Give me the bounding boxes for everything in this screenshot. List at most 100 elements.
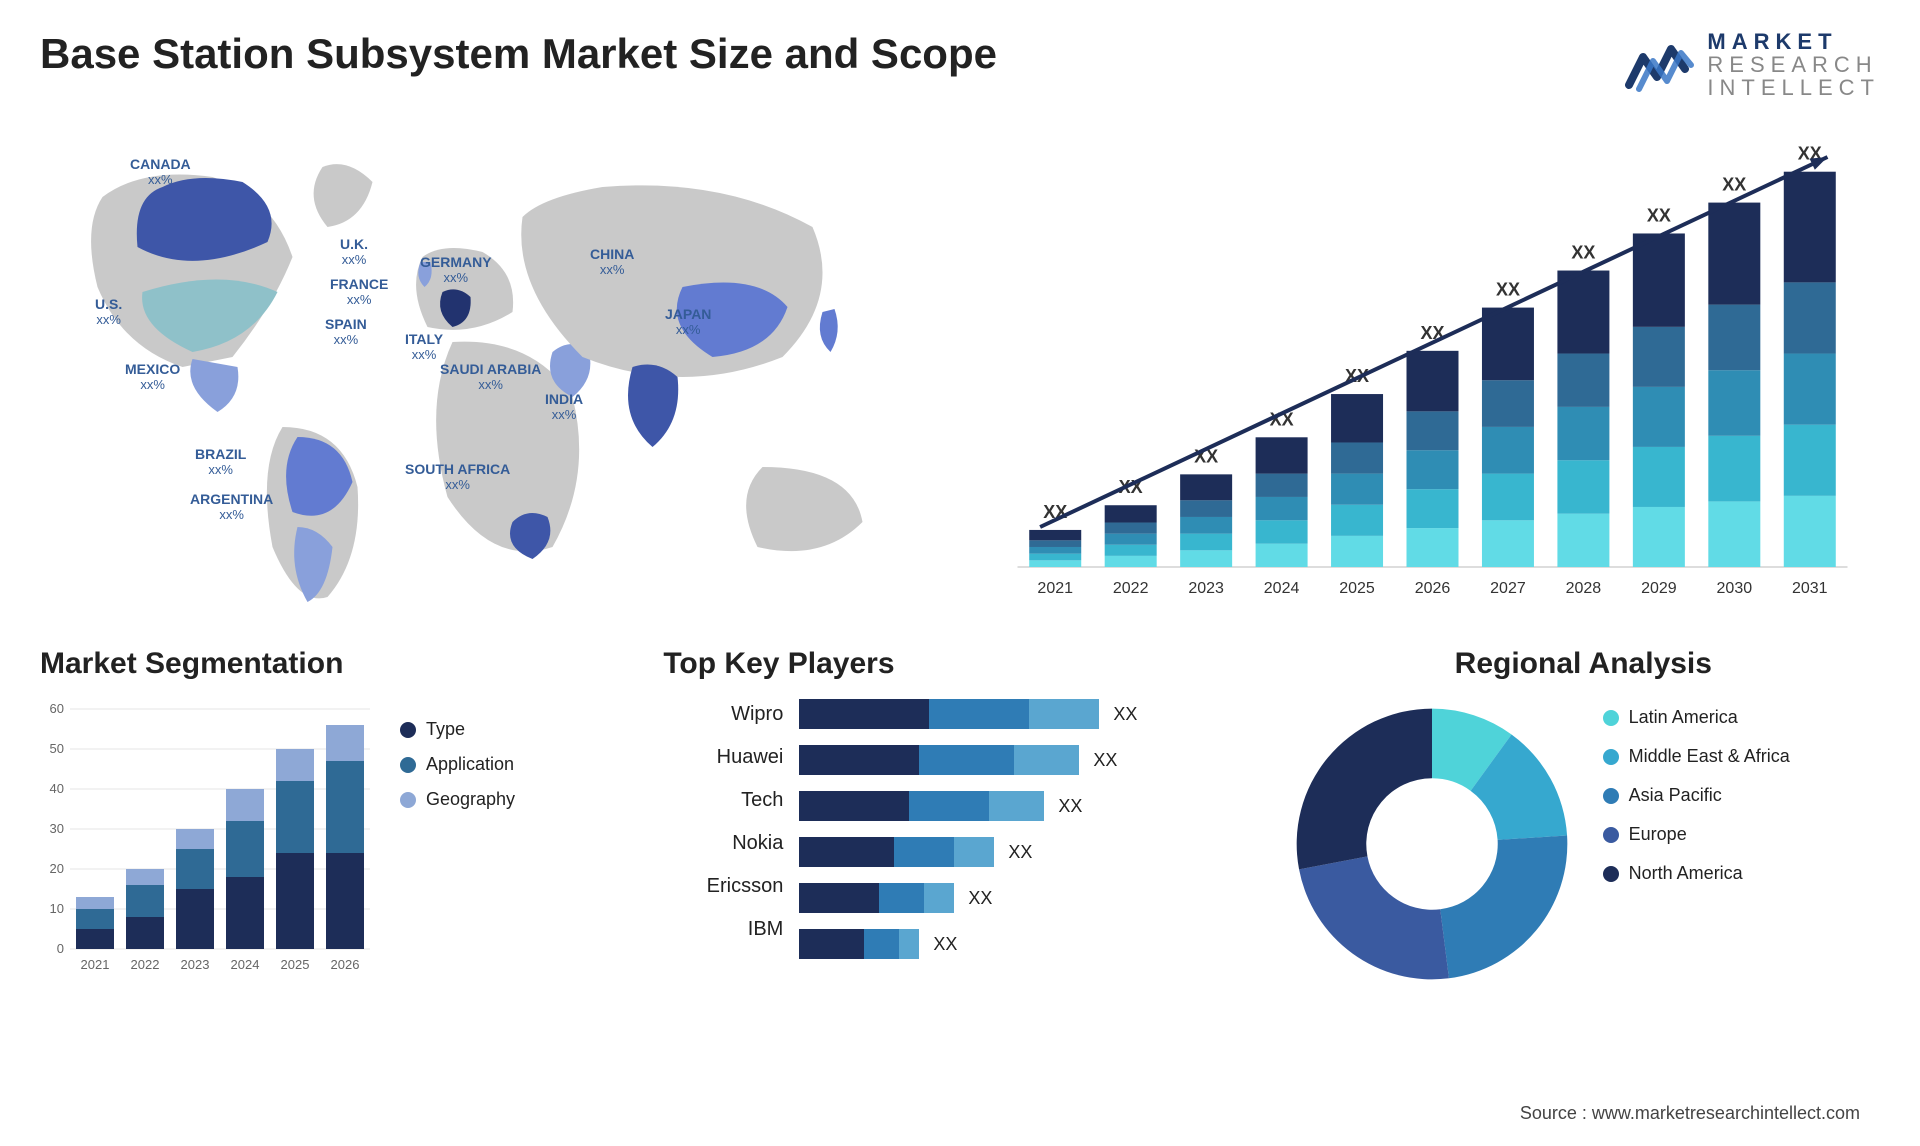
- legend-label: Application: [426, 754, 514, 775]
- player-bar: [799, 791, 1044, 821]
- player-value: XX: [1008, 842, 1032, 863]
- map-label: U.K.xx%: [340, 237, 368, 267]
- legend-item: Geography: [400, 789, 515, 810]
- player-value: XX: [1093, 750, 1117, 771]
- svg-text:XX: XX: [1722, 175, 1746, 195]
- player-value: XX: [933, 934, 957, 955]
- player-bar: [799, 745, 1079, 775]
- map-label: CHINAxx%: [590, 247, 634, 277]
- legend-label: Geography: [426, 789, 515, 810]
- legend-item: Application: [400, 754, 515, 775]
- header: Base Station Subsystem Market Size and S…: [40, 30, 1880, 99]
- player-row: XX: [799, 837, 1256, 867]
- map-label: GERMANYxx%: [420, 255, 492, 285]
- player-names: WiproHuaweiTechNokiaEricssonIBM: [663, 699, 783, 959]
- map-label: SPAINxx%: [325, 317, 367, 347]
- logo: MARKET RESEARCH INTELLECT: [1625, 30, 1880, 99]
- svg-text:0: 0: [57, 941, 64, 956]
- world-map-panel: CANADAxx%U.S.xx%MEXICOxx%BRAZILxx%ARGENT…: [40, 127, 945, 627]
- source-text: Source : www.marketresearchintellect.com: [1520, 1103, 1860, 1124]
- svg-text:2026: 2026: [331, 957, 360, 972]
- legend-dot: [1603, 749, 1619, 765]
- svg-text:2025: 2025: [1339, 580, 1375, 597]
- segmentation-panel: Market Segmentation 01020304050602021202…: [40, 647, 633, 989]
- legend-dot: [400, 792, 416, 808]
- legend-dot: [400, 757, 416, 773]
- map-label: ARGENTINAxx%: [190, 492, 273, 522]
- legend-label: Latin America: [1629, 707, 1738, 728]
- svg-text:40: 40: [50, 781, 64, 796]
- player-bar: [799, 883, 954, 913]
- player-row: XX: [799, 745, 1256, 775]
- map-label: JAPANxx%: [665, 307, 711, 337]
- legend-item: Europe: [1603, 824, 1790, 845]
- svg-text:2029: 2029: [1641, 580, 1677, 597]
- player-name: IBM: [663, 918, 783, 941]
- players-panel: Top Key Players WiproHuaweiTechNokiaEric…: [663, 647, 1256, 989]
- svg-text:2030: 2030: [1717, 580, 1753, 597]
- segmentation-chart: 0102030405060202120222023202420252026: [40, 699, 380, 979]
- svg-text:XX: XX: [1647, 206, 1671, 226]
- player-value: XX: [1058, 796, 1082, 817]
- svg-text:2027: 2027: [1490, 580, 1526, 597]
- player-value: XX: [1113, 704, 1137, 725]
- map-label: ITALYxx%: [405, 332, 443, 362]
- svg-text:30: 30: [50, 821, 64, 836]
- player-row: XX: [799, 883, 1256, 913]
- map-label: SOUTH AFRICAxx%: [405, 462, 510, 492]
- player-bars: XX XX XX XX XX XX: [799, 699, 1256, 959]
- player-value: XX: [968, 888, 992, 909]
- legend-dot: [400, 722, 416, 738]
- map-label: MEXICOxx%: [125, 362, 180, 392]
- svg-text:2023: 2023: [181, 957, 210, 972]
- svg-text:2031: 2031: [1792, 580, 1828, 597]
- page-title: Base Station Subsystem Market Size and S…: [40, 30, 997, 78]
- map-label: U.S.xx%: [95, 297, 122, 327]
- legend-item: Type: [400, 719, 515, 740]
- svg-text:10: 10: [50, 901, 64, 916]
- player-name: Huawei: [663, 746, 783, 769]
- svg-text:2021: 2021: [1037, 580, 1073, 597]
- svg-text:2022: 2022: [1113, 580, 1149, 597]
- player-row: XX: [799, 699, 1256, 729]
- player-name: Wipro: [663, 703, 783, 726]
- segmentation-legend: Type Application Geography: [400, 719, 515, 810]
- legend-item: North America: [1603, 863, 1790, 884]
- regional-panel: Regional Analysis Latin America Middle Ea…: [1287, 647, 1880, 989]
- lower-row: Market Segmentation 01020304050602021202…: [40, 647, 1880, 989]
- player-name: Nokia: [663, 832, 783, 855]
- svg-text:2026: 2026: [1415, 580, 1451, 597]
- svg-text:2021: 2021: [81, 957, 110, 972]
- legend-item: Asia Pacific: [1603, 785, 1790, 806]
- svg-text:2024: 2024: [1264, 580, 1300, 597]
- svg-text:XX: XX: [1496, 280, 1520, 300]
- player-bar: [799, 837, 994, 867]
- legend-label: Europe: [1629, 824, 1687, 845]
- legend-item: Middle East & Africa: [1603, 746, 1790, 767]
- player-bar: [799, 699, 1099, 729]
- players-title: Top Key Players: [663, 647, 1256, 681]
- player-name: Ericsson: [663, 875, 783, 898]
- svg-text:2022: 2022: [131, 957, 160, 972]
- legend-item: Latin America: [1603, 707, 1790, 728]
- market-size-chart: XX2021XX2022XX2023XX2024XX2025XX2026XX20…: [975, 127, 1880, 627]
- regional-donut: [1287, 699, 1577, 989]
- svg-text:2023: 2023: [1188, 580, 1224, 597]
- logo-text: MARKET RESEARCH INTELLECT: [1707, 30, 1880, 99]
- player-row: XX: [799, 929, 1256, 959]
- svg-text:2028: 2028: [1566, 580, 1602, 597]
- logo-icon: [1625, 35, 1695, 95]
- legend-dot: [1603, 866, 1619, 882]
- svg-text:2024: 2024: [231, 957, 260, 972]
- regional-legend: Latin America Middle East & Africa Asia Pa…: [1603, 707, 1790, 884]
- map-label: CANADAxx%: [130, 157, 191, 187]
- svg-text:2025: 2025: [281, 957, 310, 972]
- upper-row: CANADAxx%U.S.xx%MEXICOxx%BRAZILxx%ARGENT…: [40, 127, 1880, 627]
- svg-text:60: 60: [50, 701, 64, 716]
- legend-label: Type: [426, 719, 465, 740]
- regional-title: Regional Analysis: [1287, 647, 1880, 681]
- map-label: FRANCExx%: [330, 277, 388, 307]
- svg-text:XX: XX: [1571, 243, 1595, 263]
- segmentation-title: Market Segmentation: [40, 647, 633, 681]
- legend-label: Middle East & Africa: [1629, 746, 1790, 767]
